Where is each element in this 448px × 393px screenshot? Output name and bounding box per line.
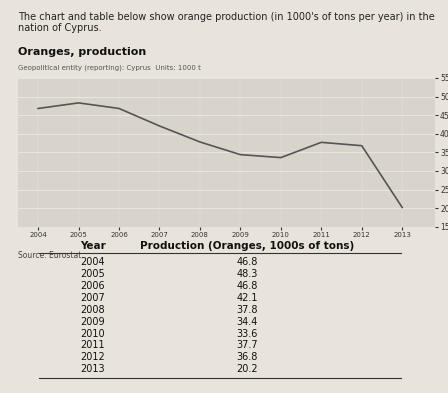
Text: 2011: 2011 — [81, 340, 105, 351]
Text: 37.7: 37.7 — [236, 340, 258, 351]
Text: 37.8: 37.8 — [237, 305, 258, 315]
Text: 48.3: 48.3 — [237, 269, 258, 279]
Text: 36.8: 36.8 — [237, 353, 258, 362]
Text: 33.6: 33.6 — [237, 329, 258, 339]
Text: 2005: 2005 — [81, 269, 105, 279]
Text: Source: Eurostat: Source: Eurostat — [18, 251, 81, 260]
Text: Geopolitical entity (reporting): Cyprus  Units: 1000 t: Geopolitical entity (reporting): Cyprus … — [18, 64, 201, 70]
Text: 2004: 2004 — [81, 257, 105, 267]
Text: Year: Year — [80, 241, 106, 251]
Text: 46.8: 46.8 — [237, 257, 258, 267]
Text: 2013: 2013 — [81, 364, 105, 374]
Text: 2007: 2007 — [81, 293, 105, 303]
Text: 46.8: 46.8 — [237, 281, 258, 291]
Text: 2009: 2009 — [81, 317, 105, 327]
Text: 34.4: 34.4 — [237, 317, 258, 327]
Text: 2012: 2012 — [81, 353, 105, 362]
Text: 42.1: 42.1 — [237, 293, 258, 303]
Text: 2008: 2008 — [81, 305, 105, 315]
Text: The chart and table below show orange production (in 1000's of tons per year) in: The chart and table below show orange pr… — [18, 12, 435, 33]
Text: Oranges, production: Oranges, production — [18, 47, 146, 57]
Text: Production (Oranges, 1000s of tons): Production (Oranges, 1000s of tons) — [140, 241, 354, 251]
Text: 2006: 2006 — [81, 281, 105, 291]
Text: 20.2: 20.2 — [236, 364, 258, 374]
Text: 2010: 2010 — [81, 329, 105, 339]
